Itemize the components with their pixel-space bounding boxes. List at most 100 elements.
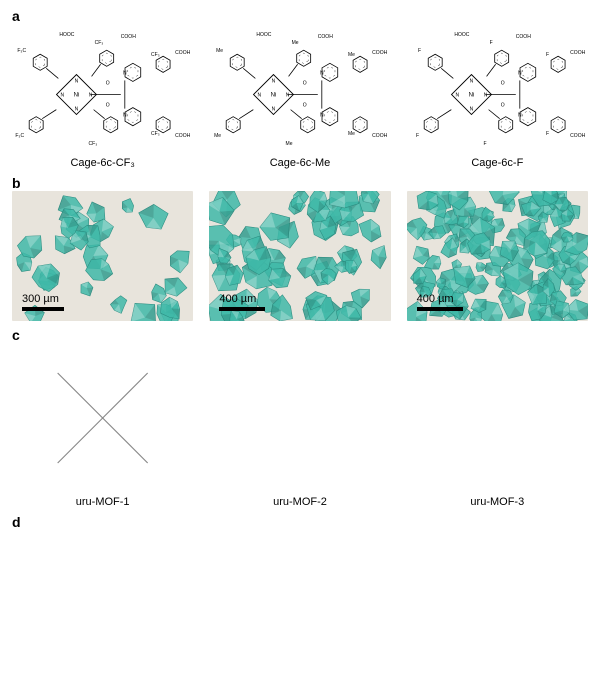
svg-text:N: N bbox=[320, 70, 324, 76]
tiles-0 bbox=[12, 530, 193, 680]
svg-text:Me: Me bbox=[216, 48, 223, 54]
tiles-col-2 bbox=[407, 530, 588, 680]
svg-text:COOH: COOH bbox=[515, 34, 530, 40]
scalebar-bar-0 bbox=[22, 307, 64, 311]
svg-text:F: F bbox=[418, 48, 421, 54]
tiles-col-1 bbox=[209, 530, 390, 680]
panel-b-label: b bbox=[12, 175, 588, 191]
svg-text:N: N bbox=[469, 107, 473, 113]
svg-text:COOH: COOH bbox=[373, 133, 388, 139]
micro-col-0: 300 µm bbox=[12, 191, 193, 321]
struct-col-0: uru-MOF-1 bbox=[12, 343, 193, 508]
panel-a: Ni N N N N N N COOH COOH HOOC COOH F₃C F₃C CF₃ CF₃ CF₃ C… bbox=[12, 24, 588, 169]
svg-text:N: N bbox=[258, 93, 262, 99]
svg-text:N: N bbox=[272, 107, 276, 113]
svg-text:Me: Me bbox=[214, 133, 221, 139]
svg-text:COOH: COOH bbox=[373, 50, 388, 56]
scalebar-label-2: 400 µm bbox=[417, 293, 454, 305]
svg-text:COOH: COOH bbox=[121, 34, 136, 40]
tiles-2 bbox=[407, 530, 588, 680]
svg-text:O: O bbox=[106, 103, 110, 109]
svg-text:Me: Me bbox=[348, 52, 355, 58]
chem-col-0: Ni N N N N N N COOH COOH HOOC COOH F₃C F₃C CF₃ CF₃ CF₃ C… bbox=[12, 24, 193, 169]
svg-text:N: N bbox=[483, 93, 487, 99]
svg-text:N: N bbox=[518, 70, 522, 76]
svg-text:CF₃: CF₃ bbox=[151, 52, 160, 58]
svg-text:Ni: Ni bbox=[74, 93, 80, 99]
scalebar-label-1: 400 µm bbox=[219, 293, 256, 305]
tiles-col-0 bbox=[12, 530, 193, 680]
struct-col-2: uru-MOF-3 bbox=[407, 343, 588, 508]
struct-col-1: uru-MOF-2 bbox=[209, 343, 390, 508]
struct-caption-0: uru-MOF-1 bbox=[76, 496, 130, 508]
svg-text:F: F bbox=[416, 133, 419, 139]
svg-text:F: F bbox=[489, 40, 492, 46]
svg-text:N: N bbox=[455, 93, 459, 99]
micrograph-1: 400 µm bbox=[209, 191, 390, 321]
scalebar-bar-2 bbox=[417, 307, 463, 311]
svg-text:O: O bbox=[303, 103, 307, 109]
svg-text:COOH: COOH bbox=[175, 50, 190, 56]
struct-0 bbox=[12, 343, 193, 493]
svg-text:Ni: Ni bbox=[468, 93, 474, 99]
svg-text:COOH: COOH bbox=[570, 133, 585, 139]
svg-text:Ni: Ni bbox=[271, 93, 277, 99]
svg-text:O: O bbox=[106, 80, 110, 86]
struct-2 bbox=[407, 343, 588, 493]
micro-col-1: 400 µm bbox=[209, 191, 390, 321]
svg-text:Me: Me bbox=[292, 40, 299, 46]
scalebar-1: 400 µm bbox=[219, 293, 265, 311]
tiles-1 bbox=[209, 530, 390, 680]
panel-d bbox=[12, 530, 588, 680]
svg-text:N: N bbox=[469, 78, 473, 84]
svg-text:F: F bbox=[546, 52, 549, 58]
chem-col-1: Ni N N N N N N COOH COOH HOOC COOH Me Me Me Me Me Me O O C… bbox=[209, 24, 390, 169]
svg-text:O: O bbox=[500, 80, 504, 86]
panel-c: uru-MOF-1 uru-MOF-2 uru-MOF-3 bbox=[12, 343, 588, 508]
svg-text:COOH: COOH bbox=[175, 133, 190, 139]
figure: a Ni N N N N N N COOH COOH HOOC COOH F₃C F₃C CF₃ CF₃ CF… bbox=[0, 0, 600, 698]
scalebar-bar-1 bbox=[219, 307, 265, 311]
svg-text:Me: Me bbox=[286, 141, 293, 147]
micro-col-2: 400 µm bbox=[407, 191, 588, 321]
svg-text:O: O bbox=[303, 80, 307, 86]
svg-text:N: N bbox=[123, 113, 127, 119]
svg-text:F: F bbox=[546, 131, 549, 137]
svg-text:COOH: COOH bbox=[318, 34, 333, 40]
svg-text:F₃C: F₃C bbox=[15, 133, 24, 139]
svg-text:O: O bbox=[500, 103, 504, 109]
chem-structure-2: NiNNNNNNCOOHCOOHHOOCCOOHFFFFFFOO bbox=[407, 24, 588, 154]
svg-text:N: N bbox=[61, 93, 65, 99]
struct-caption-1: uru-MOF-2 bbox=[273, 496, 327, 508]
panel-a-label: a bbox=[12, 8, 588, 24]
svg-text:N: N bbox=[75, 107, 79, 113]
svg-text:F₃C: F₃C bbox=[17, 48, 26, 54]
svg-text:CF₃: CF₃ bbox=[89, 141, 98, 147]
panel-c-label: c bbox=[12, 327, 588, 343]
chem-structure-1: Ni N N N N N N COOH COOH HOOC COOH Me Me Me Me Me Me O O bbox=[209, 24, 390, 154]
svg-text:F: F bbox=[483, 141, 486, 147]
svg-text:N: N bbox=[286, 93, 290, 99]
svg-text:N: N bbox=[123, 70, 127, 76]
svg-text:Me: Me bbox=[348, 131, 355, 137]
svg-text:HOOC: HOOC bbox=[257, 32, 272, 38]
svg-text:HOOC: HOOC bbox=[59, 32, 74, 38]
svg-text:N: N bbox=[272, 78, 276, 84]
struct-caption-2: uru-MOF-3 bbox=[470, 496, 524, 508]
svg-text:HOOC: HOOC bbox=[454, 32, 469, 38]
svg-text:CF₃: CF₃ bbox=[95, 40, 104, 46]
panel-d-label: d bbox=[12, 514, 588, 530]
svg-text:N: N bbox=[75, 78, 79, 84]
svg-text:COOH: COOH bbox=[570, 50, 585, 56]
svg-text:N: N bbox=[320, 113, 324, 119]
svg-text:N: N bbox=[89, 93, 93, 99]
micrograph-2: 400 µm bbox=[407, 191, 588, 321]
chem-col-2: NiNNNNNNCOOHCOOHHOOCCOOHFFFFFFOO Cage-6c… bbox=[407, 24, 588, 169]
scalebar-0: 300 µm bbox=[22, 293, 64, 311]
scalebar-label-0: 300 µm bbox=[22, 293, 59, 305]
micrograph-0: 300 µm bbox=[12, 191, 193, 321]
scalebar-2: 400 µm bbox=[417, 293, 463, 311]
chem-structure-0: Ni N N N N N N COOH COOH HOOC COOH F₃C F₃C CF₃ CF₃ CF₃ C… bbox=[12, 24, 193, 154]
svg-text:CF₃: CF₃ bbox=[151, 131, 160, 137]
struct-1 bbox=[209, 343, 390, 493]
